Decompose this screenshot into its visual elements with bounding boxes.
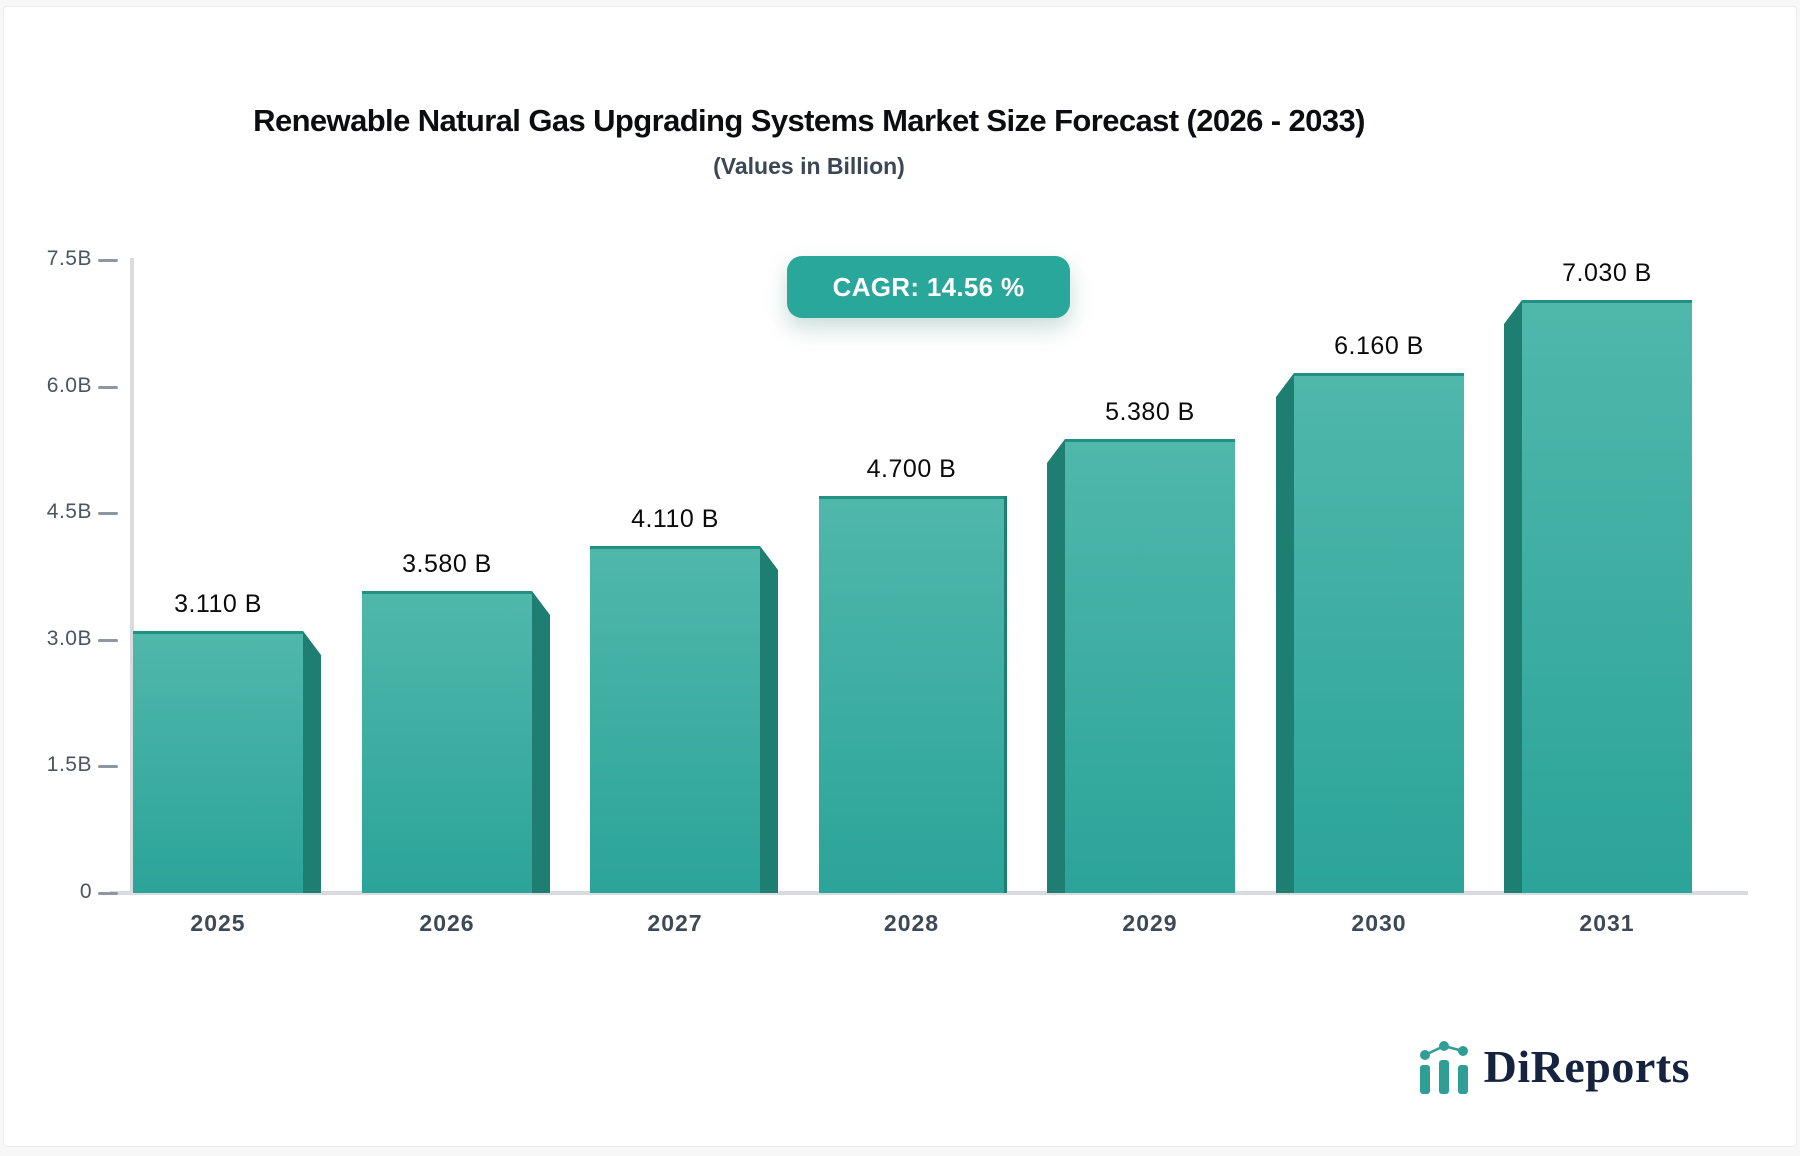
y-tick-dash [98,259,118,262]
y-tick-label: 7.5B [46,247,92,270]
y-tick-dash [98,638,118,642]
bar-3d-side [1047,439,1065,893]
chart-card: Renewable Natural Gas Upgrading Systems … [3,6,1797,1147]
bar-3d-side [532,591,550,893]
y-tick-dash [98,765,118,769]
bar [133,631,303,893]
bar-3d-side [303,631,321,893]
x-axis-label: 2029 [1122,910,1178,936]
bar-3d-side [1004,496,1007,893]
y-tick-dash [98,385,118,389]
plot-area: 0 1.5B 3.0B 4.5B 6.0B 7.5B 3.110 B 2025 3.580 B 2… [4,7,1796,1146]
bar-chart-trend-icon [1416,1038,1474,1094]
y-tick-label: 3.0B [46,626,92,650]
bar-value-label: 3.580 B [402,550,492,578]
bar-value-label: 4.110 B [631,505,719,533]
x-axis-label: 2031 [1579,910,1635,936]
x-axis-label: 2028 [883,910,940,936]
bar [1294,373,1464,893]
y-tick-label: 1.5B [46,753,92,777]
x-axis-label: 2025 [190,910,246,936]
bar-value-label: 6.160 B [1334,332,1424,360]
bar-value-label: 3.110 B [174,590,262,618]
bar [1522,300,1692,893]
y-tick-label: 4.5B [46,500,92,524]
y-axis-line [130,258,134,895]
bar-value-label: 5.380 B [1105,398,1195,426]
chart-subtitle: (Values in Billion) [713,153,905,179]
y-tick-dash [98,892,118,895]
x-axis-label: 2026 [419,910,475,936]
y-tick-label: 0 [79,880,92,903]
bar-value-label: 4.700 B [866,455,957,483]
cagr-badge: CAGR: 14.56 % [787,256,1070,318]
bar-3d-side [1504,300,1522,893]
x-axis-label: 2027 [647,910,703,936]
x-axis-label: 2030 [1351,910,1407,936]
y-tick-dash [98,512,118,516]
x-axis-line [110,891,1748,895]
y-tick-label: 6.0B [46,373,92,397]
bar [819,496,1004,893]
bar [1065,439,1235,893]
bar-3d-side [1276,373,1294,893]
chart-title: Renewable Natural Gas Upgrading Systems … [253,103,1365,138]
brand-name: DiReports [1483,1040,1690,1092]
chart-header: Renewable Natural Gas Upgrading Systems … [4,103,1614,180]
bar [362,591,532,893]
bar-value-label: 7.030 B [1562,259,1652,287]
bar [590,546,760,893]
brand-logo: DiReports [1416,1038,1690,1094]
bar-3d-side [760,546,778,893]
